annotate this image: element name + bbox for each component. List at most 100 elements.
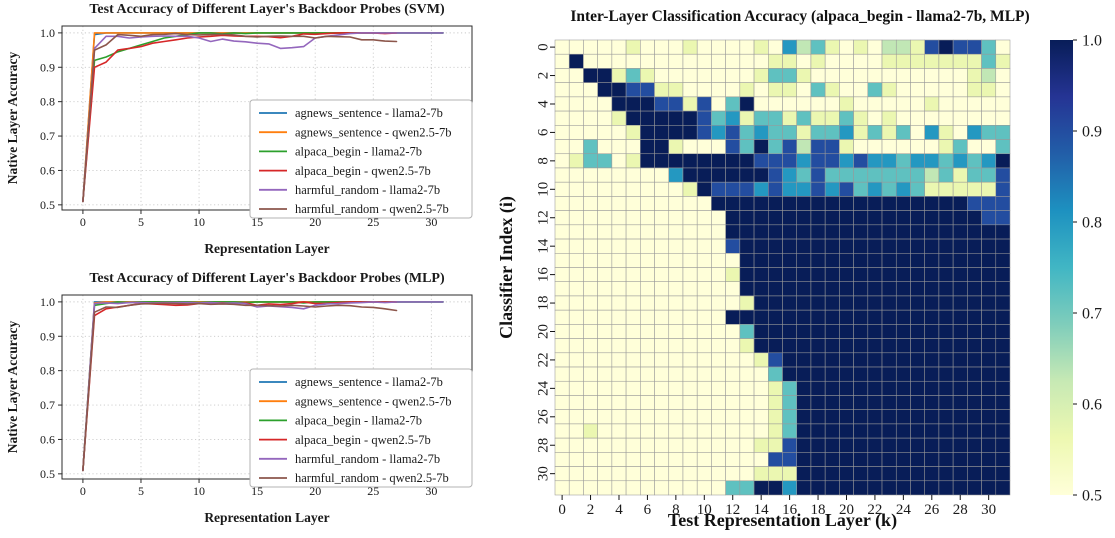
heatmap-cell	[952, 452, 968, 467]
heatmap-cell	[924, 110, 940, 126]
heatmap-cell	[640, 68, 655, 83]
heatmap-cell	[867, 437, 883, 453]
heatmap-cell	[853, 96, 869, 112]
heatmap-cell	[696, 53, 712, 69]
heatmap-cell	[739, 139, 755, 155]
heatmap-cell	[725, 125, 741, 140]
heatmap-cell	[810, 96, 826, 112]
heatmap-cell	[597, 153, 613, 169]
heatmap-cell	[981, 224, 997, 240]
heatmap-cell	[881, 181, 897, 197]
heatmap-cell	[910, 196, 925, 211]
heatmap-cell	[696, 409, 712, 425]
heatmap-cell	[924, 281, 940, 297]
heatmap-cell	[924, 395, 940, 410]
heatmap-cell	[938, 380, 954, 396]
heatmap-cell	[924, 139, 940, 155]
heatmap-cell	[782, 437, 797, 453]
heatmap-cell	[895, 39, 911, 55]
heatmap-cell	[839, 210, 854, 226]
heatmap-cell	[711, 452, 726, 467]
heatmap-cell	[625, 167, 641, 183]
heatmap-cell	[867, 338, 883, 354]
heatmap-cell	[654, 366, 670, 382]
heatmap-cell	[839, 224, 854, 240]
heatmap-cell	[583, 167, 598, 183]
heatmap-cell	[881, 39, 897, 55]
heatmap-cell	[853, 409, 869, 425]
heatmap-cell	[568, 153, 584, 169]
heatmap-cell	[881, 324, 897, 339]
heatmap-cell	[938, 196, 954, 211]
heatmap-cell	[753, 110, 769, 126]
heatmap-cell	[696, 267, 712, 282]
heatmap-cell	[711, 480, 726, 496]
heatmap-cell	[753, 238, 769, 254]
heatmap-cell	[839, 338, 854, 354]
heatmap-cell	[924, 253, 940, 268]
heatmap-cell	[995, 338, 1011, 354]
heatmap-cell	[981, 452, 997, 467]
svm-plot-area: 0 5 10 15 20 25 300.50.60.70.80.91.0agnews_sen…	[40, 25, 473, 229]
heatmap-cell	[938, 409, 954, 425]
heatmap-cell	[682, 53, 698, 69]
heatmap-cell	[796, 281, 812, 297]
heatmap-cell	[768, 480, 783, 496]
heatmap-cell	[810, 281, 826, 297]
heatmap-cell	[554, 437, 570, 453]
heatmap-cell	[725, 181, 741, 197]
heatmap-cell	[881, 68, 897, 83]
heatmap-cell	[981, 309, 997, 325]
heatmap-cell	[640, 210, 655, 226]
heatmap-cell	[568, 352, 584, 368]
heatmap-cell	[739, 452, 755, 467]
heatmap-cell	[782, 68, 797, 83]
heat-y-tick-label: 14	[535, 238, 551, 254]
heatmap-cell	[952, 238, 968, 254]
heatmap-cell	[881, 295, 897, 311]
heatmap-cell	[568, 224, 584, 240]
heatmap-cell	[611, 338, 627, 354]
heatmap-cell	[668, 196, 684, 211]
heatmap-cell	[597, 380, 613, 396]
heatmap-cell	[654, 309, 670, 325]
heatmap-cell	[952, 196, 968, 211]
heatmap-cell	[967, 39, 982, 55]
heatmap-cell	[711, 324, 726, 339]
heat-x-tick-label: 20	[839, 502, 854, 518]
heatmap-cell	[910, 480, 925, 496]
heatmap-cell	[967, 324, 982, 339]
heatmap-cell	[910, 452, 925, 467]
heatmap-cell	[583, 210, 598, 226]
heatmap-cell	[967, 267, 982, 282]
heatmap-cell	[711, 295, 726, 311]
heatmap-cell	[924, 338, 940, 354]
heatmap-cell	[725, 281, 741, 297]
heatmap-cell	[583, 324, 598, 339]
heatmap-cell	[924, 295, 940, 311]
heatmap-cell	[753, 53, 769, 69]
heatmap-cell	[739, 338, 755, 354]
heatmap-cell	[967, 338, 982, 354]
heatmap-cell	[725, 338, 741, 354]
heatmap-cell	[597, 366, 613, 382]
heatmap-cell	[739, 295, 755, 311]
heatmap-cell	[753, 39, 769, 55]
heatmap-cell	[810, 437, 826, 453]
heatmap-cell	[640, 452, 655, 467]
heatmap-cell	[611, 96, 627, 112]
heatmap-cell	[895, 352, 911, 368]
heatmap-cell	[768, 309, 783, 325]
heatmap-cell	[853, 153, 869, 169]
heatmap-cell	[782, 452, 797, 467]
heatmap-cell	[967, 139, 982, 155]
heatmap-cell	[839, 480, 854, 496]
heatmap-cell	[881, 352, 897, 368]
y-tick-label: 0.6	[40, 163, 55, 177]
heatmap-cell	[568, 324, 584, 339]
heatmap-cell	[867, 253, 883, 268]
y-tick-label: 0.8	[40, 95, 55, 109]
heatmap-cell	[583, 409, 598, 425]
heatmap-cell	[938, 53, 954, 69]
heatmap-cell	[824, 452, 840, 467]
